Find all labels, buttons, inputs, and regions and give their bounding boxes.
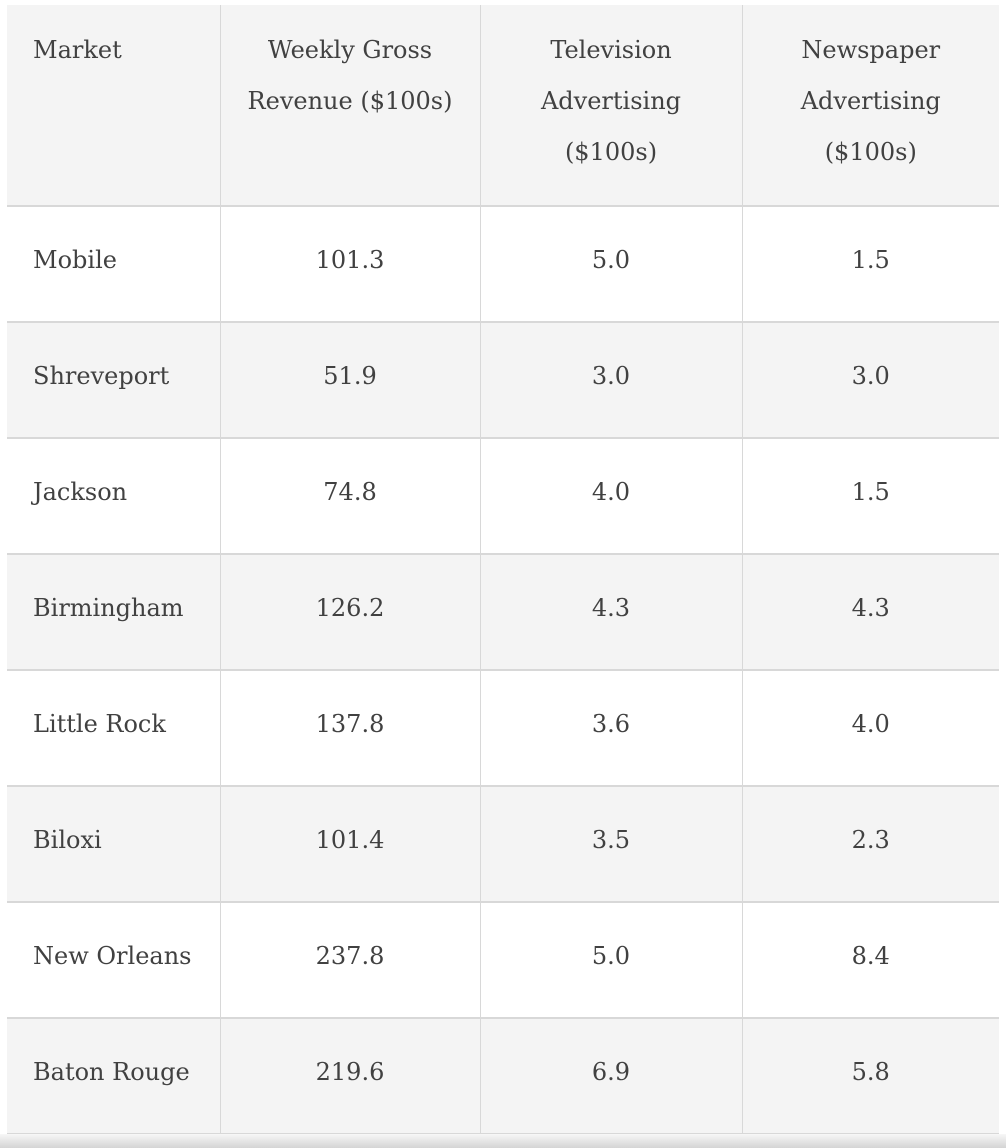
cell-revenue: 101.4 — [219, 786, 480, 903]
cell-tv: 4.0 — [479, 438, 742, 555]
table-row: Baton Rouge 219.6 6.9 5.8 — [7, 1018, 999, 1135]
cell-revenue: 219.6 — [219, 1018, 480, 1135]
table-row: New Orleans 237.8 5.0 8.4 — [7, 902, 999, 1019]
cell-newspaper: 5.8 — [741, 1018, 999, 1135]
cell-tv: 4.3 — [479, 554, 742, 671]
table-row: Jackson 74.8 4.0 1.5 — [7, 438, 999, 555]
header-row: Market Weekly Gross Revenue ($100s) Tele… — [7, 5, 999, 207]
cell-market: Mobile — [7, 206, 220, 323]
cell-revenue: 237.8 — [219, 902, 480, 1019]
cell-newspaper: 1.5 — [741, 206, 999, 323]
cell-newspaper: 4.0 — [741, 670, 999, 787]
cell-market: Shreveport — [7, 322, 220, 439]
cell-tv: 3.0 — [479, 322, 742, 439]
table-row: Biloxi 101.4 3.5 2.3 — [7, 786, 999, 903]
cell-newspaper: 1.5 — [741, 438, 999, 555]
cell-revenue: 51.9 — [219, 322, 480, 439]
header-television-advertising: Television Advertising ($100s) — [479, 5, 742, 207]
cell-revenue: 74.8 — [219, 438, 480, 555]
table-row: Little Rock 137.8 3.6 4.0 — [7, 670, 999, 787]
cell-tv: 3.6 — [479, 670, 742, 787]
cell-tv: 5.0 — [479, 206, 742, 323]
markets-table: Market Weekly Gross Revenue ($100s) Tele… — [7, 5, 999, 1135]
cell-tv: 6.9 — [479, 1018, 742, 1135]
header-newspaper-advertising: Newspaper Advertising ($100s) — [741, 5, 999, 207]
cell-market: New Orleans — [7, 902, 220, 1019]
table-body: Mobile 101.3 5.0 1.5 Shreveport 51.9 3.0 3.0 Jac… — [7, 206, 999, 1135]
cell-newspaper: 3.0 — [741, 322, 999, 439]
cell-newspaper: 4.3 — [741, 554, 999, 671]
header-weekly-gross-revenue: Weekly Gross Revenue ($100s) — [219, 5, 480, 207]
cell-market: Birmingham — [7, 554, 220, 671]
cell-market: Biloxi — [7, 786, 220, 903]
cell-market: Jackson — [7, 438, 220, 555]
table-header: Market Weekly Gross Revenue ($100s) Tele… — [7, 5, 999, 207]
header-market: Market — [7, 5, 220, 207]
cell-market: Little Rock — [7, 670, 220, 787]
cell-tv: 5.0 — [479, 902, 742, 1019]
table-row: Shreveport 51.9 3.0 3.0 — [7, 322, 999, 439]
cell-revenue: 126.2 — [219, 554, 480, 671]
cell-newspaper: 8.4 — [741, 902, 999, 1019]
cell-revenue: 137.8 — [219, 670, 480, 787]
table-row: Birmingham 126.2 4.3 4.3 — [7, 554, 999, 671]
table-row: Mobile 101.3 5.0 1.5 — [7, 206, 999, 323]
cell-newspaper: 2.3 — [741, 786, 999, 903]
cell-tv: 3.5 — [479, 786, 742, 903]
horizontal-scrollbar[interactable] — [0, 1134, 1006, 1148]
cell-market: Baton Rouge — [7, 1018, 220, 1135]
cell-revenue: 101.3 — [219, 206, 480, 323]
